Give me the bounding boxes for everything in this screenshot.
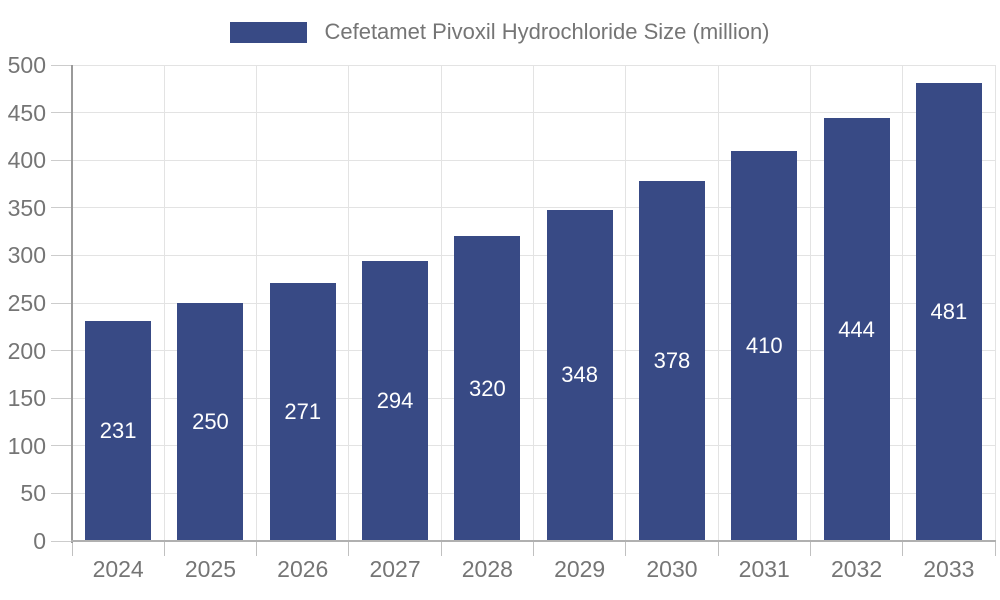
x-axis-tick (256, 541, 258, 556)
y-axis-tick (51, 492, 72, 494)
x-axis-tick (717, 541, 719, 556)
y-axis-line (71, 65, 73, 543)
x-gridline (902, 65, 904, 541)
y-axis-tick-label: 200 (7, 337, 46, 364)
x-axis-tick (902, 541, 904, 556)
x-axis-tick (533, 541, 534, 556)
x-gridline (163, 65, 165, 541)
x-axis-line (71, 540, 996, 542)
x-axis-tick (809, 541, 811, 556)
y-axis-tick-label: 450 (7, 99, 46, 126)
bar-2033[interactable] (915, 83, 982, 541)
y-axis-tick (51, 112, 72, 114)
bar-2028[interactable] (454, 236, 521, 541)
legend-item[interactable]: Cefetamet Pivoxil Hydrochloride Size (mi… (0, 16, 1000, 48)
bar-2026[interactable] (269, 283, 336, 541)
y-axis-tick (51, 254, 72, 256)
x-gridline (809, 65, 811, 541)
bar-2030[interactable] (638, 181, 705, 541)
y-axis-tick-label: 100 (7, 432, 46, 459)
x-gridline (994, 65, 996, 541)
y-axis-tick-label: 250 (7, 290, 46, 316)
x-axis-tick-label: 2031 (738, 556, 790, 582)
y-axis-tick (51, 540, 72, 542)
bar-2025[interactable] (177, 303, 244, 541)
x-gridline (533, 65, 534, 541)
bar-2031[interactable] (731, 150, 798, 541)
y-axis-tick (51, 350, 72, 352)
x-gridline (625, 65, 627, 541)
x-axis-tick-label: 2030 (646, 556, 698, 582)
x-axis-tick (440, 541, 442, 556)
y-axis-tick-label: 0 (33, 528, 46, 554)
x-axis-tick (625, 541, 627, 556)
y-axis-tick (51, 159, 72, 161)
y-axis-tick-label: 350 (7, 194, 46, 221)
x-gridline (348, 65, 350, 541)
x-axis-tick-label: 2026 (277, 556, 329, 582)
y-axis-tick (51, 445, 72, 447)
y-axis-tick-label: 300 (7, 242, 46, 269)
x-axis-tick (994, 541, 996, 556)
x-axis-tick (348, 541, 350, 556)
x-axis-tick-label: 2025 (184, 556, 237, 582)
x-axis-tick (163, 541, 165, 556)
legend-swatch (230, 21, 308, 43)
x-axis-tick-label: 2029 (554, 556, 606, 582)
x-axis-tick-label: 2024 (92, 556, 144, 582)
y-axis-tick (51, 64, 72, 66)
y-axis-tick (51, 207, 72, 209)
bar-2032[interactable] (823, 118, 890, 541)
x-gridline (440, 65, 442, 541)
x-axis-tick-label: 2032 (830, 556, 883, 582)
x-axis-tick-label: 2027 (369, 556, 421, 582)
y-axis-tick-label: 500 (7, 52, 46, 78)
bar-2029[interactable] (546, 209, 613, 541)
x-axis-tick-label: 2028 (461, 556, 513, 582)
bar-2027[interactable] (362, 261, 429, 541)
y-axis-tick-label: 50 (20, 480, 46, 507)
y-axis-tick-label: 400 (7, 147, 46, 174)
x-gridline (256, 65, 258, 541)
bar-2024[interactable] (85, 321, 152, 541)
y-axis-tick (51, 302, 72, 304)
x-axis-tick-label: 2033 (923, 556, 975, 582)
y-axis-tick (51, 397, 72, 399)
x-gridline (717, 65, 719, 541)
x-axis-tick (71, 541, 73, 556)
legend-label: Cefetamet Pivoxil Hydrochloride Size (mi… (324, 19, 770, 44)
y-axis-tick-label: 150 (7, 385, 46, 412)
